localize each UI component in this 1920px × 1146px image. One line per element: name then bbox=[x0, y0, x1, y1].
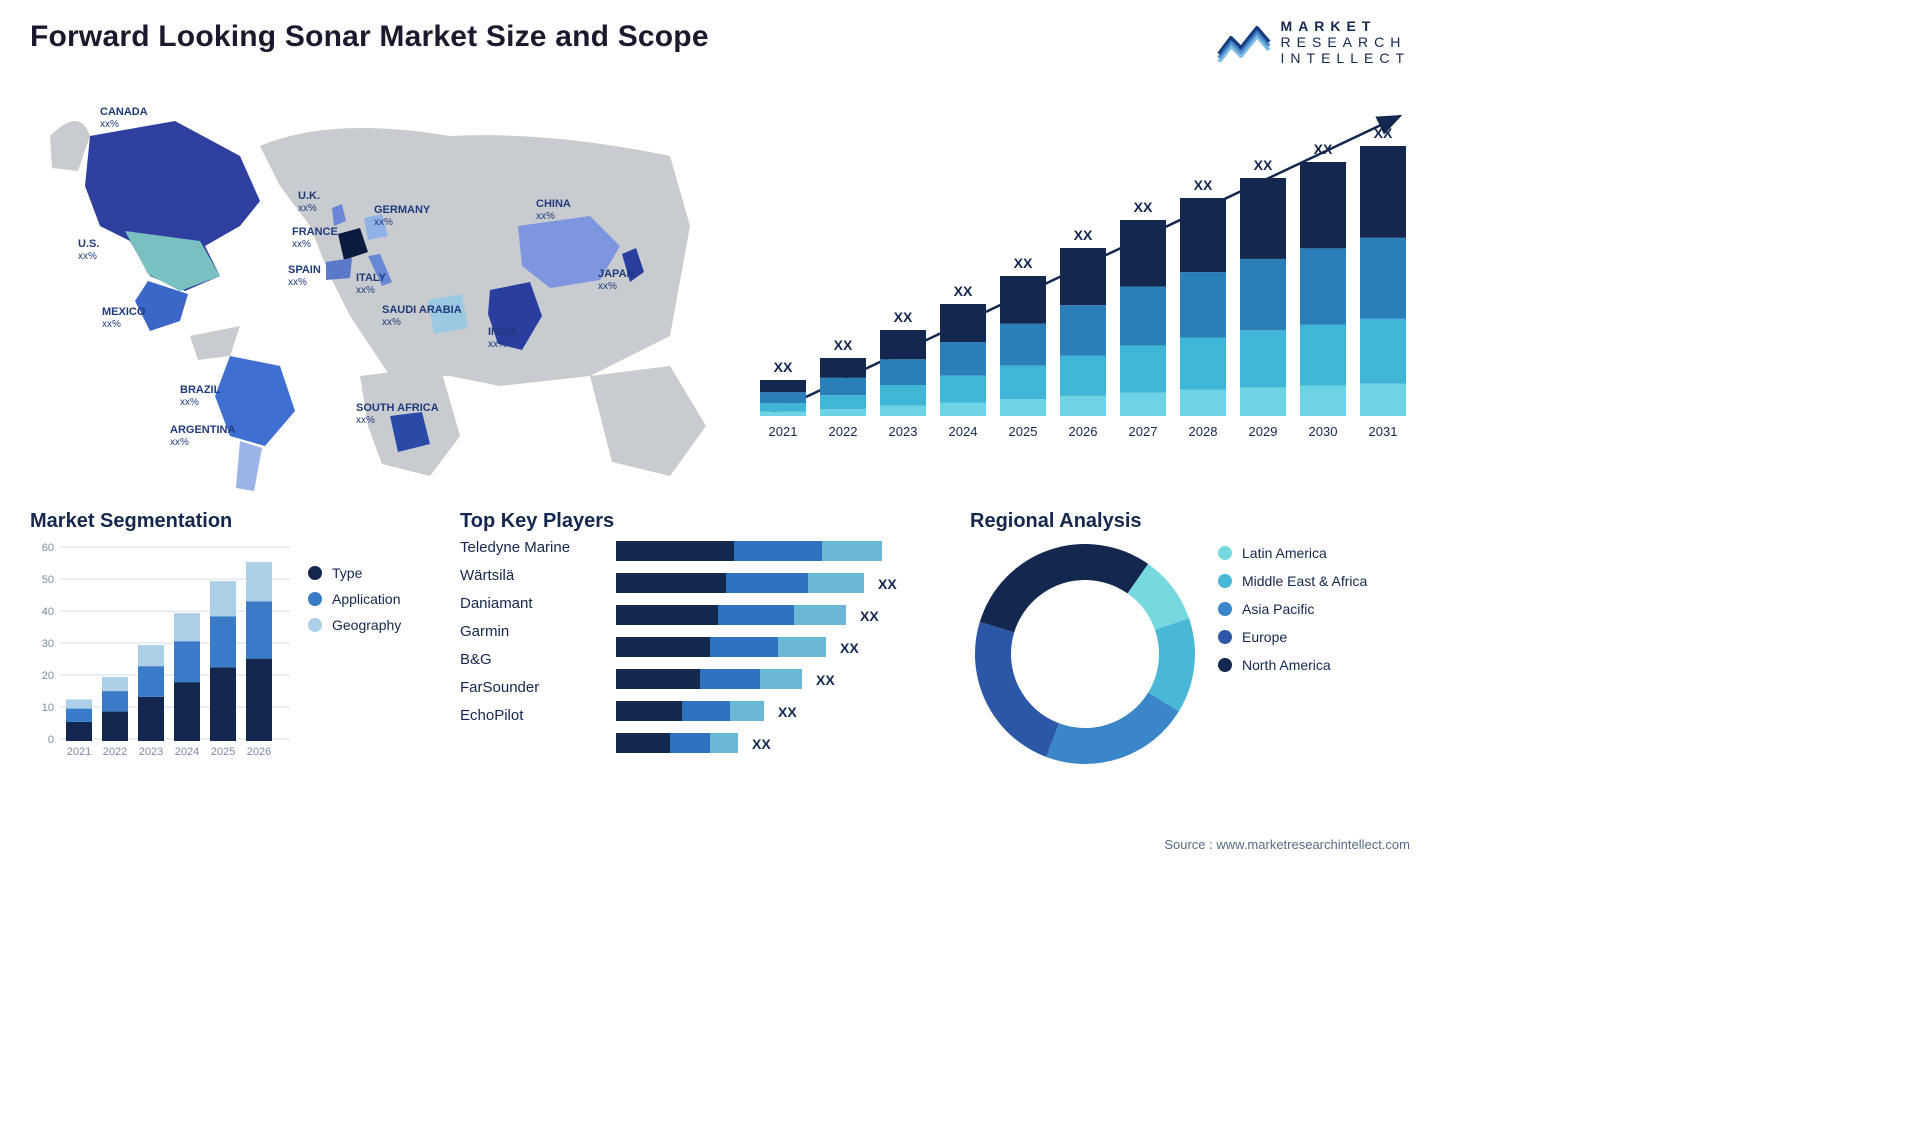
logo-icon bbox=[1217, 22, 1271, 62]
svg-text:2028: 2028 bbox=[1189, 424, 1218, 439]
svg-text:50: 50 bbox=[42, 574, 54, 586]
svg-text:XX: XX bbox=[1074, 227, 1093, 243]
svg-text:2030: 2030 bbox=[1309, 424, 1338, 439]
svg-text:2021: 2021 bbox=[769, 424, 798, 439]
player-farsounder: FarSounder bbox=[460, 679, 600, 696]
map-label-u-s-: U.S.xx% bbox=[78, 238, 99, 262]
regional-title: Regional Analysis bbox=[970, 510, 1410, 533]
regional-donut-chart bbox=[970, 539, 1200, 769]
svg-text:2023: 2023 bbox=[139, 746, 163, 758]
svg-text:2022: 2022 bbox=[103, 746, 127, 758]
map-label-canada: CANADAxx% bbox=[100, 106, 148, 130]
player-daniamant: Daniamant bbox=[460, 595, 600, 612]
seg-legend-geography: Geography bbox=[308, 617, 401, 633]
svg-text:XX: XX bbox=[840, 640, 859, 656]
svg-text:30: 30 bbox=[42, 638, 54, 650]
svg-text:XX: XX bbox=[1014, 255, 1033, 271]
logo-line-3: INTELLECT bbox=[1281, 50, 1410, 66]
map-label-germany: GERMANYxx% bbox=[374, 204, 430, 228]
svg-text:60: 60 bbox=[42, 542, 54, 554]
map-label-mexico: MEXICOxx% bbox=[102, 306, 145, 330]
page-title: Forward Looking Sonar Market Size and Sc… bbox=[30, 20, 709, 54]
svg-text:XX: XX bbox=[1254, 157, 1273, 173]
svg-text:XX: XX bbox=[816, 672, 835, 688]
player-w-rtsil-: Wärtsilä bbox=[460, 567, 600, 584]
map-label-south-africa: SOUTH AFRICAxx% bbox=[356, 402, 439, 426]
svg-text:2025: 2025 bbox=[1009, 424, 1038, 439]
segmentation-title: Market Segmentation bbox=[30, 510, 440, 533]
player-teledyne-marine: Teledyne Marine bbox=[460, 539, 600, 556]
players-bar-chart: XXXXXXXXXXXX bbox=[616, 539, 946, 763]
svg-text:2026: 2026 bbox=[247, 746, 271, 758]
svg-text:0: 0 bbox=[48, 734, 54, 746]
players-section: Top Key Players Teledyne Marine Wärtsilä D… bbox=[460, 510, 950, 769]
logo-text: MARKET RESEARCH INTELLECT bbox=[1281, 18, 1410, 66]
map-label-italy: ITALYxx% bbox=[356, 272, 386, 296]
svg-text:2024: 2024 bbox=[175, 746, 199, 758]
svg-text:2021: 2021 bbox=[67, 746, 91, 758]
bottom-row: Market Segmentation 0 10 20 30 40 50 60 2021 202… bbox=[30, 510, 1410, 769]
svg-text:10: 10 bbox=[42, 702, 54, 714]
region-middle-east-africa: Middle East & Africa bbox=[1218, 573, 1367, 589]
growth-chart-panel: 2021 XX 2022 XX 2023 XX 2024 XX 2025 XX 2026 XX 2027… bbox=[750, 76, 1410, 496]
player-garmin: Garmin bbox=[460, 623, 600, 640]
svg-text:XX: XX bbox=[834, 337, 853, 353]
source-attribution: Source : www.marketresearchintellect.com bbox=[1164, 837, 1410, 852]
players-labels: Teledyne Marine Wärtsilä Daniamant Garmin B&… bbox=[460, 539, 600, 769]
map-label-brazil: BRAZILxx% bbox=[180, 384, 220, 408]
logo-line-2: RESEARCH bbox=[1281, 34, 1410, 50]
svg-text:XX: XX bbox=[1194, 177, 1213, 193]
svg-text:2024: 2024 bbox=[949, 424, 978, 439]
segmentation-section: Market Segmentation 0 10 20 30 40 50 60 2021 202… bbox=[30, 510, 440, 769]
map-label-argentina: ARGENTINAxx% bbox=[170, 424, 235, 448]
region-north-america: North America bbox=[1218, 657, 1367, 673]
map-label-saudi-arabia: SAUDI ARABIAxx% bbox=[382, 304, 462, 328]
svg-text:XX: XX bbox=[860, 608, 879, 624]
top-row: CANADAxx% U.S.xx% MEXICOxx% BRAZILxx% ARGENT… bbox=[30, 76, 1410, 496]
svg-text:2029: 2029 bbox=[1249, 424, 1278, 439]
region-europe: Europe bbox=[1218, 629, 1367, 645]
svg-text:2022: 2022 bbox=[829, 424, 858, 439]
segmentation-legend: Type Application Geography bbox=[308, 565, 401, 769]
svg-text:XX: XX bbox=[878, 576, 897, 592]
svg-text:2027: 2027 bbox=[1129, 424, 1158, 439]
svg-text:2025: 2025 bbox=[211, 746, 235, 758]
player-b-g: B&G bbox=[460, 651, 600, 668]
seg-legend-application: Application bbox=[308, 591, 401, 607]
svg-text:XX: XX bbox=[1374, 125, 1393, 141]
svg-text:XX: XX bbox=[774, 359, 793, 375]
regional-legend: Latin America Middle East & Africa Asia Pa… bbox=[1218, 545, 1367, 673]
header: Forward Looking Sonar Market Size and Sc… bbox=[30, 18, 1410, 66]
map-label-india: INDIAxx% bbox=[488, 326, 518, 350]
seg-legend-type: Type bbox=[308, 565, 401, 581]
brand-logo: MARKET RESEARCH INTELLECT bbox=[1217, 18, 1410, 66]
regional-section: Regional Analysis Latin America Middle Ea… bbox=[970, 510, 1410, 769]
svg-text:2023: 2023 bbox=[889, 424, 918, 439]
map-label-france: FRANCExx% bbox=[292, 226, 338, 250]
player-echopilot: EchoPilot bbox=[460, 707, 600, 724]
region-latin-america: Latin America bbox=[1218, 545, 1367, 561]
svg-text:2026: 2026 bbox=[1069, 424, 1098, 439]
region-asia-pacific: Asia Pacific bbox=[1218, 601, 1367, 617]
map-label-japan: JAPANxx% bbox=[598, 268, 634, 292]
svg-text:XX: XX bbox=[954, 283, 973, 299]
map-label-china: CHINAxx% bbox=[536, 198, 571, 222]
svg-text:XX: XX bbox=[894, 309, 913, 325]
svg-text:XX: XX bbox=[778, 704, 797, 720]
svg-text:XX: XX bbox=[1314, 141, 1333, 157]
svg-text:XX: XX bbox=[752, 736, 771, 752]
map-label-u-k-: U.K.xx% bbox=[298, 190, 320, 214]
logo-line-1: MARKET bbox=[1281, 18, 1410, 34]
svg-text:20: 20 bbox=[42, 670, 54, 682]
growth-stacked-bar-chart: 2021 XX 2022 XX 2023 XX 2024 XX 2025 XX 2026 XX 2027… bbox=[750, 76, 1410, 456]
svg-text:2031: 2031 bbox=[1369, 424, 1398, 439]
svg-text:40: 40 bbox=[42, 606, 54, 618]
svg-text:XX: XX bbox=[1134, 199, 1153, 215]
segmentation-chart: 0 10 20 30 40 50 60 2021 2022 2023 2024 2025 2026 bbox=[30, 539, 290, 769]
world-map-panel: CANADAxx% U.S.xx% MEXICOxx% BRAZILxx% ARGENT… bbox=[30, 76, 730, 496]
infographic-page: Forward Looking Sonar Market Size and Sc… bbox=[0, 0, 1440, 860]
map-label-spain: SPAINxx% bbox=[288, 264, 321, 288]
players-title: Top Key Players bbox=[460, 510, 950, 533]
